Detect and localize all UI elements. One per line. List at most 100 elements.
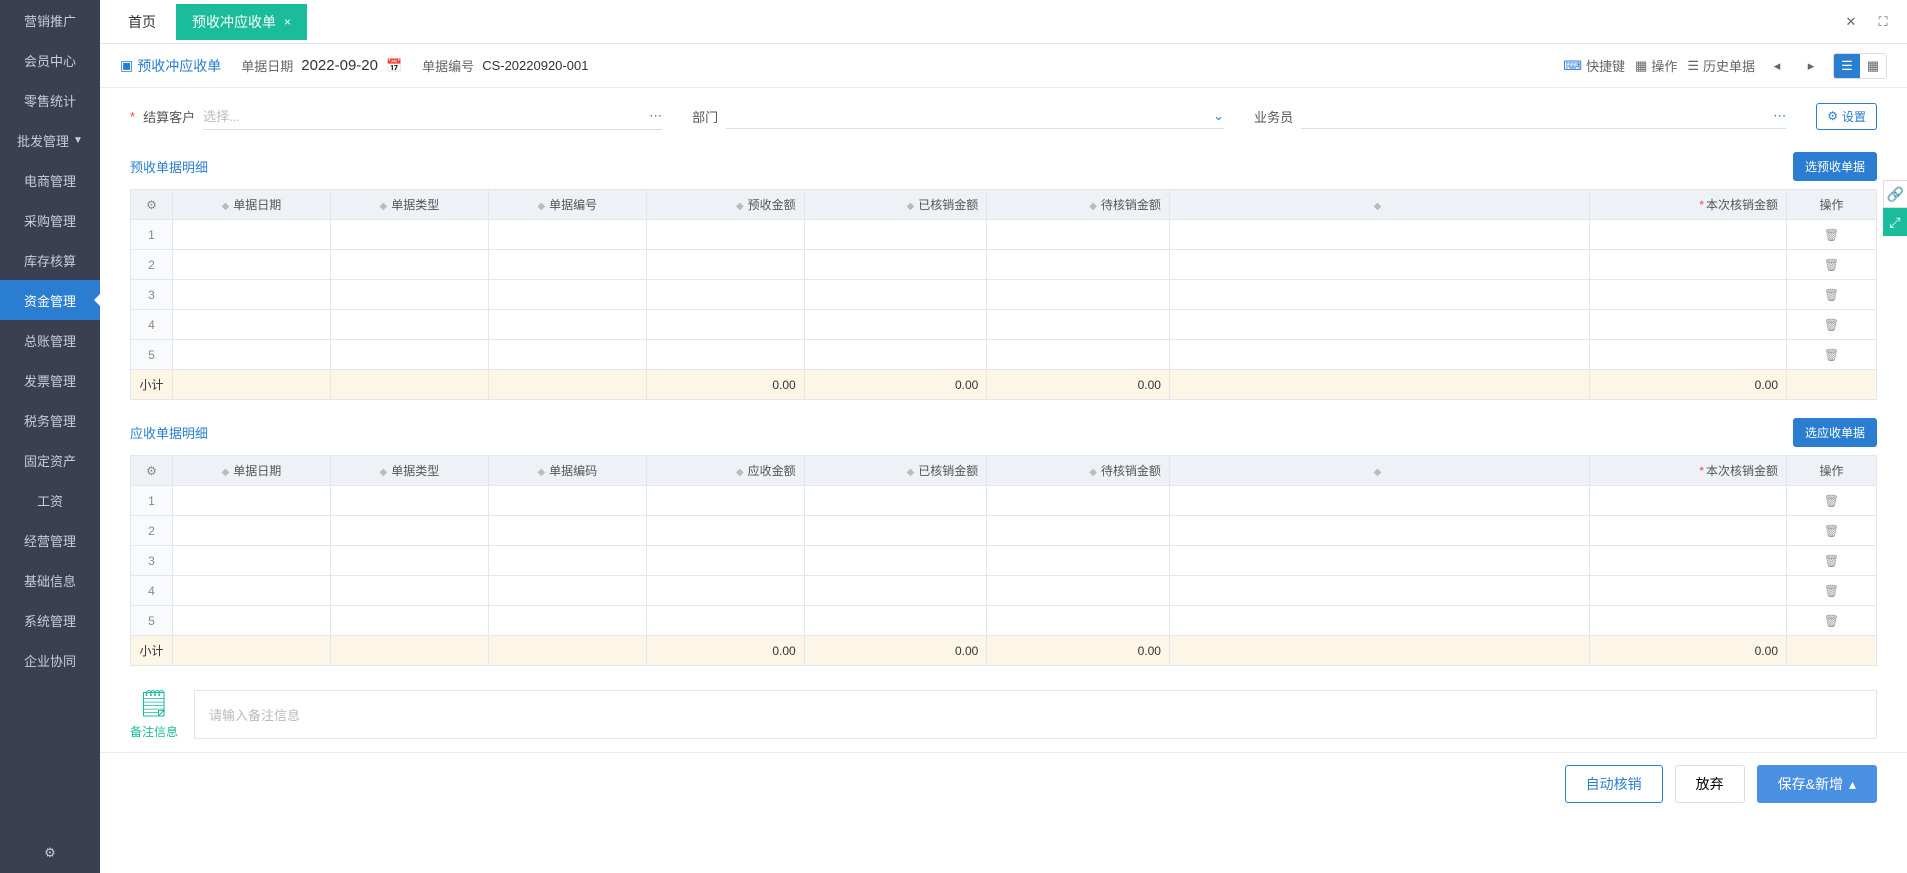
gear-icon: ⚙ [44,845,56,861]
table-row[interactable]: 1🗑 [131,486,1877,516]
discard-button[interactable]: 放弃 [1675,765,1745,803]
select-receivable-button[interactable]: 选应收单据 [1793,418,1877,447]
delete-icon[interactable]: 🗑 [1824,318,1839,332]
sidebar-item-system[interactable]: 系统管理 [0,600,100,640]
tabbar: 首页 预收冲应收单 × ✕ ⛶ [100,0,1907,44]
next-icon[interactable]: ▸ [1799,54,1823,78]
expand-icon[interactable]: ⤢ [1883,208,1907,236]
delete-icon[interactable]: 🗑 [1824,228,1839,242]
table-row[interactable]: 1🗑 [131,220,1877,250]
sort-icon[interactable]: ◆ [380,467,388,478]
grid-icon: ▦ [1635,58,1647,74]
link-icon[interactable]: 🔗 [1883,180,1907,208]
sidebar: 营销推广 会员中心 零售统计 批发管理▼ 电商管理 采购管理 库存核算 资金管理… [0,0,100,873]
table-row[interactable]: 3🗑 [131,546,1877,576]
tab-active[interactable]: 预收冲应收单 × [176,4,307,40]
sales-input[interactable]: ⋯ [1301,104,1786,129]
edge-float: 🔗 ⤢ [1883,180,1907,236]
section2-title: 应收单据明细 [130,423,208,442]
tab-home[interactable]: 首页 [112,4,172,40]
remarks-label-text: 备注信息 [130,723,178,740]
delete-icon[interactable]: 🗑 [1824,288,1839,302]
sidebar-item-member[interactable]: 会员中心 [0,40,100,80]
view-list-button[interactable]: ☰ [1834,54,1860,78]
sort-icon[interactable]: ◆ [907,201,915,212]
settings-button[interactable]: ⚙设置 [1816,103,1877,130]
sidebar-item-retail[interactable]: 零售统计 [0,80,100,120]
tab-active-label: 预收冲应收单 [192,12,276,32]
sort-icon[interactable]: ◆ [736,201,744,212]
table-row[interactable]: 2🗑 [131,516,1877,546]
calendar-icon[interactable]: 📅 [386,58,402,74]
sort-icon[interactable]: ◆ [222,467,230,478]
delete-icon[interactable]: 🗑 [1824,554,1839,568]
delete-icon[interactable]: 🗑 [1824,258,1839,272]
delete-icon[interactable]: 🗑 [1824,348,1839,362]
sidebar-item-wholesale[interactable]: 批发管理▼ [0,120,100,160]
select-prepay-button[interactable]: 选预收单据 [1793,152,1877,181]
table-row[interactable]: 3🗑 [131,280,1877,310]
sort-icon[interactable]: ◆ [736,467,744,478]
ellipsis-icon[interactable]: ⋯ [649,108,662,124]
remarks-input[interactable]: 请输入备注信息 [194,690,1877,739]
operate-link[interactable]: ▦操作 [1635,56,1677,75]
close-icon[interactable]: × [284,15,291,29]
sidebar-item-funds[interactable]: 资金管理 [0,280,100,320]
caret-down-icon: ▼ [73,135,83,146]
sort-icon[interactable]: ◆ [1089,201,1097,212]
table-row[interactable]: 4🗑 [131,310,1877,340]
gear-icon[interactable]: ⚙ [146,464,157,478]
table-row[interactable]: 4🗑 [131,576,1877,606]
sidebar-item-collab[interactable]: 企业协同 [0,640,100,680]
footer: 自动核销 放弃 保存&新增▴ [100,752,1907,815]
sidebar-settings[interactable]: ⚙ [0,833,100,873]
sidebar-item-basic[interactable]: 基础信息 [0,560,100,600]
sort-icon[interactable]: ◆ [1374,467,1382,478]
sort-icon[interactable]: ◆ [537,201,545,212]
sidebar-item-assets[interactable]: 固定资产 [0,440,100,480]
sort-icon[interactable]: ◆ [1089,467,1097,478]
ellipsis-icon[interactable]: ⋯ [1773,108,1786,124]
sort-icon[interactable]: ◆ [380,201,388,212]
sort-icon[interactable]: ◆ [222,201,230,212]
sort-icon[interactable]: ◆ [1374,201,1382,212]
customer-input[interactable]: 选择...⋯ [203,102,662,130]
sidebar-item-ecommerce[interactable]: 电商管理 [0,160,100,200]
sidebar-item-inventory[interactable]: 库存核算 [0,240,100,280]
delete-icon[interactable]: 🗑 [1824,614,1839,628]
table-row[interactable]: 5🗑 [131,606,1877,636]
gear-icon[interactable]: ⚙ [146,198,157,212]
receivable-table: ⚙ ◆单据日期 ◆单据类型 ◆单据编码 ◆应收金额 ◆已核销金额 ◆待核销金额 … [130,455,1877,666]
shortcut-link[interactable]: ⌨快捷键 [1563,56,1625,75]
doc-no-value: CS-20220920-001 [482,58,588,73]
sort-icon[interactable]: ◆ [537,467,545,478]
remarks-section: 🗒 备注信息 请输入备注信息 [100,676,1907,752]
sidebar-item-marketing[interactable]: 营销推广 [0,0,100,40]
note-icon: 🗒 [138,688,171,719]
sidebar-item-business[interactable]: 经营管理 [0,520,100,560]
sort-icon[interactable]: ◆ [907,467,915,478]
sidebar-item-ledger[interactable]: 总账管理 [0,320,100,360]
delete-icon[interactable]: 🗑 [1824,494,1839,508]
table-row[interactable]: 5🗑 [131,340,1877,370]
prev-icon[interactable]: ◂ [1765,54,1789,78]
sidebar-item-purchase[interactable]: 采购管理 [0,200,100,240]
auto-verify-button[interactable]: 自动核销 [1565,765,1663,803]
view-grid-button[interactable]: ▦ [1860,54,1886,78]
save-new-button[interactable]: 保存&新增▴ [1757,765,1877,803]
delete-icon[interactable]: 🗑 [1824,524,1839,538]
doc-icon: ▣ [120,57,133,74]
fullscreen-icon[interactable]: ⛶ [1871,10,1895,34]
table-row[interactable]: 2🗑 [131,250,1877,280]
caret-up-icon: ▴ [1849,776,1856,793]
delete-icon[interactable]: 🗑 [1824,584,1839,598]
tabbar-close-button[interactable]: ✕ [1839,10,1863,34]
customer-label: 结算客户 [143,107,195,126]
date-value[interactable]: 2022-09-20 [301,57,378,74]
chevron-down-icon[interactable]: ⌄ [1213,108,1224,124]
history-link[interactable]: ☰历史单据 [1687,56,1755,75]
sidebar-item-invoice[interactable]: 发票管理 [0,360,100,400]
sidebar-item-salary[interactable]: 工资 [0,480,100,520]
sidebar-item-tax[interactable]: 税务管理 [0,400,100,440]
dept-input[interactable]: ⌄ [726,104,1224,129]
